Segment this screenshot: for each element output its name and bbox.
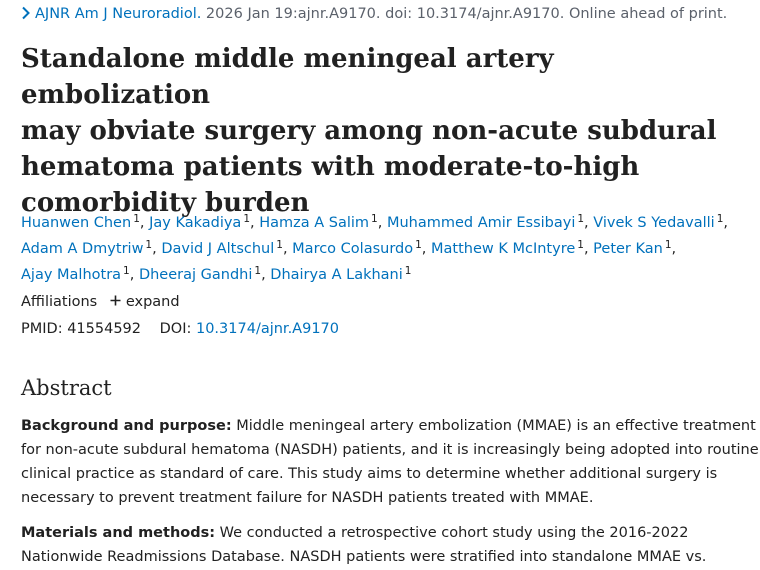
affiliation-ref[interactable]: 1 [243, 213, 250, 225]
title-line: hematoma patients with moderate-to-high [21, 152, 640, 182]
author-line: Huanwen Chen 1, Jay Kakadiya 1, Hamza A Sa… [21, 213, 729, 231]
paragraph-line: necessary to prevent treatment failure f… [21, 490, 594, 506]
expand-label: expand [125, 294, 180, 310]
author-link[interactable]: Ajay Malhotra [21, 267, 122, 283]
affiliation-ref[interactable]: 1 [276, 239, 283, 251]
section-label: Materials and methods: [21, 525, 216, 541]
affiliation-ref[interactable]: 1 [254, 265, 262, 277]
section-label: Background and purpose: [21, 418, 232, 434]
author-line: Adam A Dmytriw 1, David J Altschul 1, Marc… [21, 239, 677, 257]
affiliation-ref[interactable]: 1 [371, 213, 378, 225]
journal-citation: AJNR Am J Neuroradiol. 2026 Jan 19:ajnr.… [21, 5, 727, 23]
affiliation-ref[interactable]: 1 [133, 213, 140, 225]
paragraph-line: for non-acute subdural hematoma (NASDH) … [21, 442, 759, 458]
author-link[interactable]: Marco Colasurdo [292, 241, 414, 257]
paragraph-line: We conducted a retrospective cohort stud… [215, 525, 689, 541]
affiliations-row: Affiliations expand [21, 292, 180, 312]
affiliations-expand-button[interactable]: expand [110, 294, 180, 310]
identifiers-row: PMID: 41554592 DOI: 10.3174/ajnr.A9170 [21, 319, 339, 339]
author-link[interactable]: Dhairya A Lakhani [270, 267, 403, 283]
title-line: may obviate surgery among non-acute subd… [21, 116, 717, 146]
affiliation-ref[interactable]: 1 [577, 239, 584, 251]
pmid-value: 41554592 [67, 321, 142, 337]
affiliation-ref[interactable]: 1 [577, 213, 585, 225]
doi-label: DOI: [159, 321, 192, 337]
affiliation-ref[interactable]: 1 [415, 239, 422, 251]
author-link[interactable]: Hamza A Salim [259, 215, 370, 231]
chevron-right-icon[interactable] [21, 6, 31, 20]
title-line: Standalone middle meningeal artery embol… [21, 44, 554, 110]
affiliation-ref[interactable]: 1 [145, 239, 153, 251]
doi-link[interactable]: 10.3174/ajnr.A9170 [195, 321, 339, 337]
affiliation-ref[interactable]: 1 [716, 213, 724, 225]
paragraph-line: Nationwide Readmissions Database. NASDH … [21, 549, 707, 565]
author-link[interactable]: Vivek S Yedavalli [593, 215, 715, 231]
pmid-label: PMID: [21, 321, 63, 337]
author-link[interactable]: Dheeraj Gandhi [138, 267, 253, 283]
affiliation-ref[interactable]: 1 [123, 265, 130, 277]
affiliation-ref[interactable]: 1 [404, 265, 412, 277]
affiliations-label: Affiliations [21, 294, 98, 310]
abstract-background-paragraph: Background and purpose: Middle meningeal… [21, 414, 759, 510]
author-link[interactable]: David J Altschul [161, 241, 275, 257]
citation-details: 2026 Jan 19:ajnr.A9170. doi: 10.3174/ajn… [201, 6, 728, 22]
title-line: comorbidity burden [21, 188, 310, 218]
author-link[interactable]: Adam A Dmytriw [21, 241, 144, 257]
author-line: Ajay Malhotra 1, Dheeraj Gandhi 1, Dhairya… [21, 265, 412, 283]
affiliation-ref[interactable]: 1 [664, 239, 672, 251]
paragraph-line: clinical practice as standard of care. T… [21, 466, 718, 482]
author-list: Huanwen Chen 1, Jay Kakadiya 1, Hamza A Sa… [21, 206, 751, 284]
journal-link[interactable]: AJNR Am J Neuroradiol. [35, 6, 202, 22]
author-link[interactable]: Peter Kan [593, 241, 663, 257]
article-title: Standalone middle meningeal artery embol… [21, 41, 741, 221]
abstract-methods-paragraph: Materials and methods: We conducted a re… [21, 521, 749, 569]
abstract-heading: Abstract [21, 376, 112, 400]
author-link[interactable]: Muhammed Amir Essibayi [386, 215, 576, 231]
author-link[interactable]: Matthew K McIntyre [431, 241, 576, 257]
author-link[interactable]: Huanwen Chen [21, 215, 132, 231]
author-link[interactable]: Jay Kakadiya [149, 215, 242, 231]
paragraph-line: Middle meningeal artery embolization (MM… [231, 418, 756, 434]
plus-icon [110, 295, 121, 306]
